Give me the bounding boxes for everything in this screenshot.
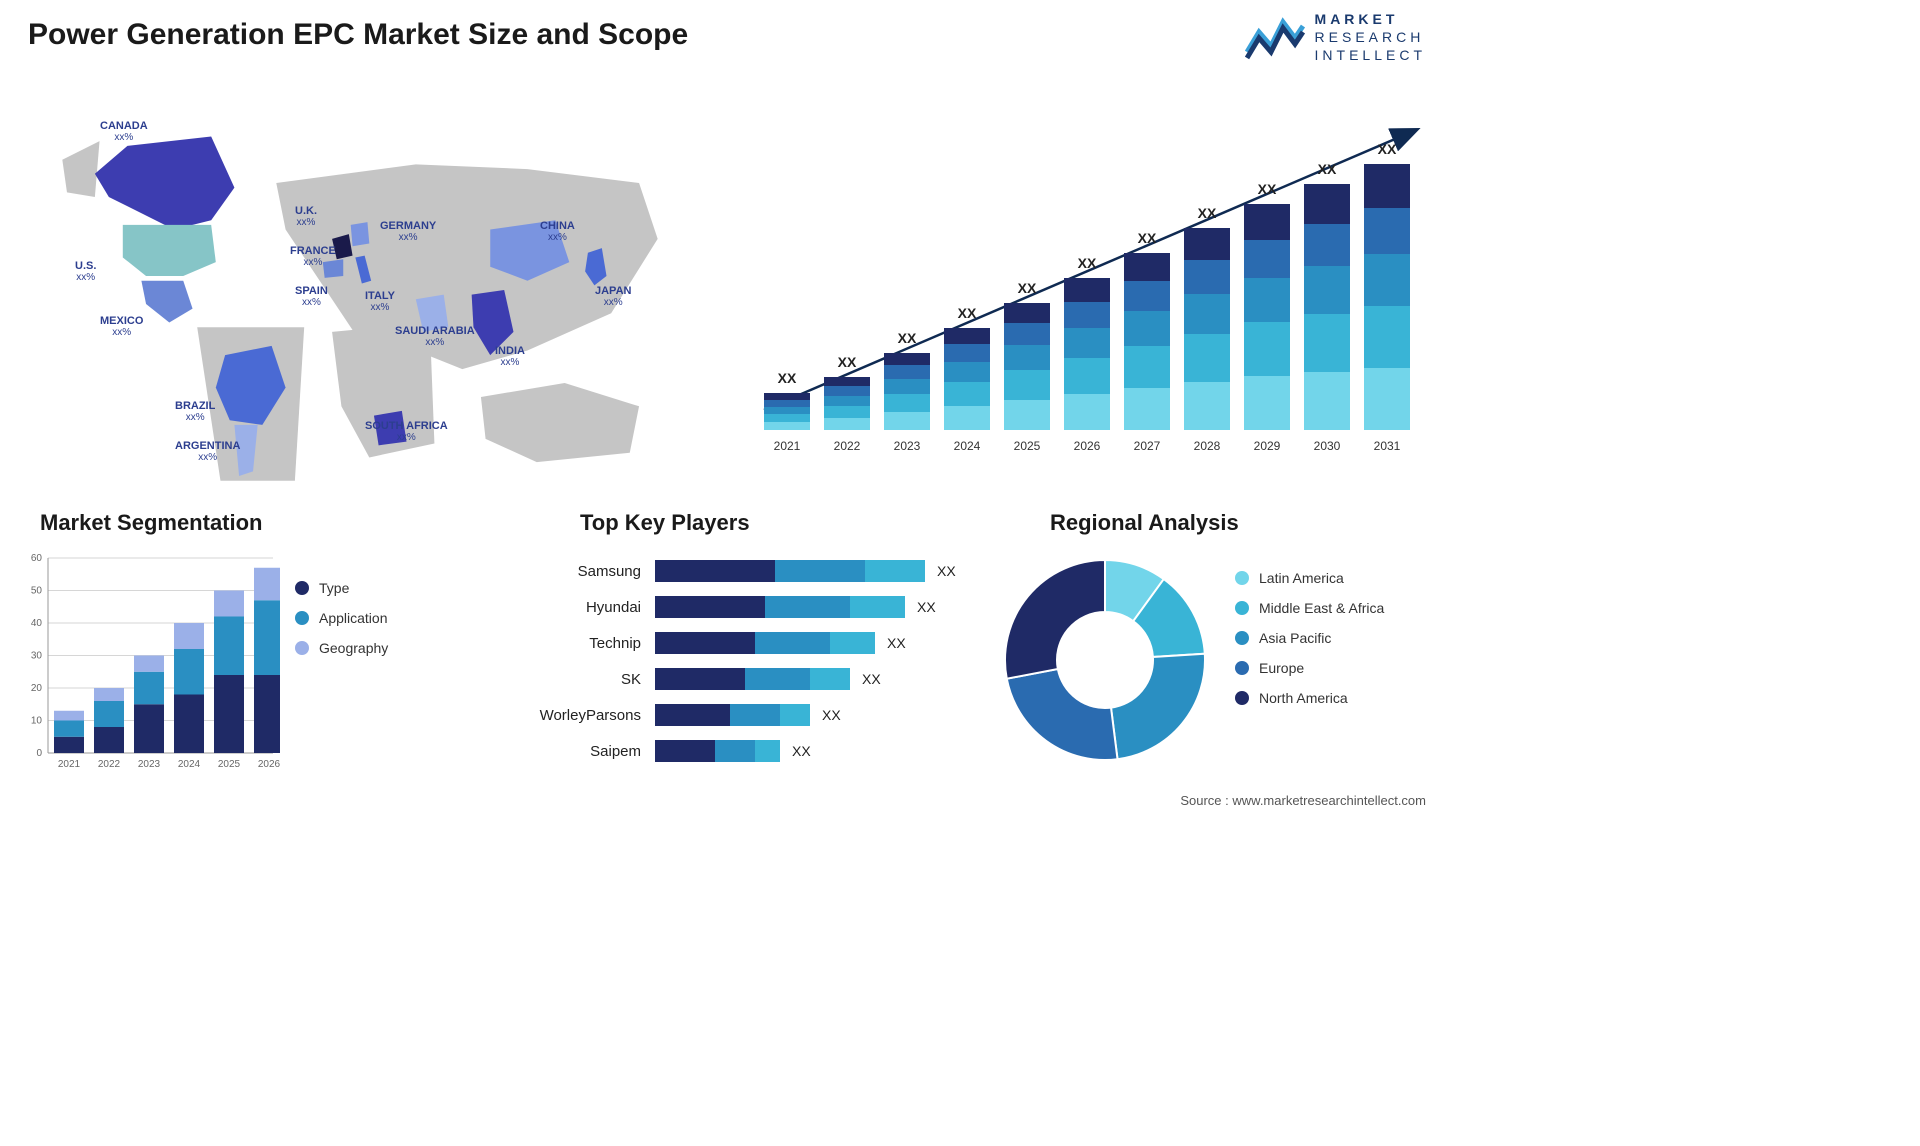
- segmentation-legend-item: Application: [295, 610, 388, 626]
- svg-text:2022: 2022: [834, 439, 861, 453]
- svg-text:2024: 2024: [178, 759, 201, 770]
- map-label-china: CHINAxx%: [540, 220, 575, 243]
- svg-text:2031: 2031: [1374, 439, 1401, 453]
- players-title: Top Key Players: [580, 510, 1000, 536]
- player-name: Samsung: [500, 563, 655, 580]
- svg-text:XX: XX: [1198, 205, 1217, 221]
- brand-logo: MARKET RESEARCH INTELLECT: [1245, 10, 1426, 65]
- map-label-canada: CANADAxx%: [100, 120, 148, 143]
- svg-text:40: 40: [31, 618, 43, 629]
- player-name: SK: [500, 671, 655, 688]
- svg-text:XX: XX: [1018, 280, 1037, 296]
- svg-text:2021: 2021: [58, 759, 81, 770]
- logo-text-1: MARKET: [1315, 10, 1426, 28]
- svg-text:XX: XX: [1078, 255, 1097, 271]
- player-bar: [655, 704, 810, 726]
- svg-text:2025: 2025: [218, 759, 241, 770]
- svg-text:2026: 2026: [258, 759, 280, 770]
- svg-text:XX: XX: [838, 354, 857, 370]
- svg-text:20: 20: [31, 683, 43, 694]
- source-text: Source : www.marketresearchintellect.com: [1180, 793, 1426, 808]
- regional-legend-item: North America: [1235, 690, 1384, 706]
- segmentation-legend: Type Application Geography: [295, 580, 388, 670]
- player-bar: [655, 740, 780, 762]
- svg-text:2024: 2024: [954, 439, 981, 453]
- player-name: Hyundai: [500, 599, 655, 616]
- map-label-south-africa: SOUTH AFRICAxx%: [365, 420, 448, 443]
- market-size-bar-chart: XX 2021 XX 2022 XX 2023 XX 2024 XX 2025 XX 2026 XX 20…: [756, 100, 1426, 470]
- world-map: CANADAxx% U.S.xx% MEXICOxx% BRAZILxx% ARGENT…: [20, 90, 700, 490]
- player-row: Saipem XX: [500, 735, 990, 767]
- regional-legend-item: Europe: [1235, 660, 1384, 676]
- player-value: XX: [937, 563, 956, 579]
- logo-text-3: INTELLECT: [1315, 46, 1426, 64]
- svg-text:2028: 2028: [1194, 439, 1221, 453]
- map-label-brazil: BRAZILxx%: [175, 400, 215, 423]
- player-name: WorleyParsons: [500, 707, 655, 724]
- map-label-u.s.: U.S.xx%: [75, 260, 96, 283]
- segmentation-legend-item: Geography: [295, 640, 388, 656]
- svg-text:XX: XX: [898, 330, 917, 346]
- map-label-spain: SPAINxx%: [295, 285, 328, 308]
- svg-text:XX: XX: [958, 305, 977, 321]
- svg-text:50: 50: [31, 586, 43, 597]
- regional-donut-chart: [1000, 555, 1210, 765]
- player-row: Samsung XX: [500, 555, 990, 587]
- map-label-mexico: MEXICOxx%: [100, 315, 143, 338]
- page-title: Power Generation EPC Market Size and Sco…: [28, 18, 688, 52]
- svg-text:2023: 2023: [138, 759, 161, 770]
- svg-text:XX: XX: [1318, 161, 1337, 177]
- svg-text:10: 10: [31, 716, 43, 727]
- svg-text:0: 0: [36, 748, 42, 759]
- segmentation-legend-item: Type: [295, 580, 388, 596]
- logo-icon: [1245, 12, 1305, 62]
- player-bar: [655, 596, 905, 618]
- map-label-argentina: ARGENTINAxx%: [175, 440, 240, 463]
- regional-legend-item: Middle East & Africa: [1235, 600, 1384, 616]
- svg-text:2021: 2021: [774, 439, 801, 453]
- svg-text:2029: 2029: [1254, 439, 1281, 453]
- svg-text:XX: XX: [1258, 181, 1277, 197]
- player-name: Saipem: [500, 743, 655, 760]
- svg-text:2026: 2026: [1074, 439, 1101, 453]
- segmentation-title: Market Segmentation: [40, 510, 470, 536]
- svg-text:2023: 2023: [894, 439, 921, 453]
- regional-legend-item: Asia Pacific: [1235, 630, 1384, 646]
- svg-text:2025: 2025: [1014, 439, 1041, 453]
- key-players-chart: SamsungXXHyundaiXXTechnipXXSKXXWorleyPar…: [500, 555, 990, 785]
- player-bar: [655, 668, 850, 690]
- player-bar: [655, 560, 925, 582]
- player-value: XX: [917, 599, 936, 615]
- map-label-italy: ITALYxx%: [365, 290, 395, 313]
- player-row: SK XX: [500, 663, 990, 695]
- map-label-japan: JAPANxx%: [595, 285, 631, 308]
- player-row: Hyundai XX: [500, 591, 990, 623]
- svg-text:XX: XX: [778, 370, 797, 386]
- player-value: XX: [792, 743, 811, 759]
- svg-text:2022: 2022: [98, 759, 121, 770]
- svg-text:XX: XX: [1138, 230, 1157, 246]
- logo-text-2: RESEARCH: [1315, 28, 1426, 46]
- segmentation-chart: 0 10 20 30 40 50 60 2021 2022 2023 2024 2025 2026: [20, 548, 280, 788]
- map-label-india: INDIAxx%: [495, 345, 525, 368]
- regional-legend-item: Latin America: [1235, 570, 1384, 586]
- map-label-saudi-arabia: SAUDI ARABIAxx%: [395, 325, 475, 348]
- player-value: XX: [887, 635, 906, 651]
- player-bar: [655, 632, 875, 654]
- svg-text:60: 60: [31, 553, 43, 564]
- player-name: Technip: [500, 635, 655, 652]
- svg-text:2027: 2027: [1134, 439, 1161, 453]
- player-value: XX: [862, 671, 881, 687]
- regional-title: Regional Analysis: [1050, 510, 1239, 536]
- svg-text:XX: XX: [1378, 141, 1397, 157]
- svg-text:30: 30: [31, 651, 43, 662]
- regional-legend: Latin America Middle East & Africa Asia Pa…: [1235, 570, 1384, 720]
- map-label-u.k.: U.K.xx%: [295, 205, 317, 228]
- map-label-germany: GERMANYxx%: [380, 220, 436, 243]
- player-row: Technip XX: [500, 627, 990, 659]
- svg-text:2030: 2030: [1314, 439, 1341, 453]
- map-label-france: FRANCExx%: [290, 245, 336, 268]
- player-row: WorleyParsons XX: [500, 699, 990, 731]
- player-value: XX: [822, 707, 841, 723]
